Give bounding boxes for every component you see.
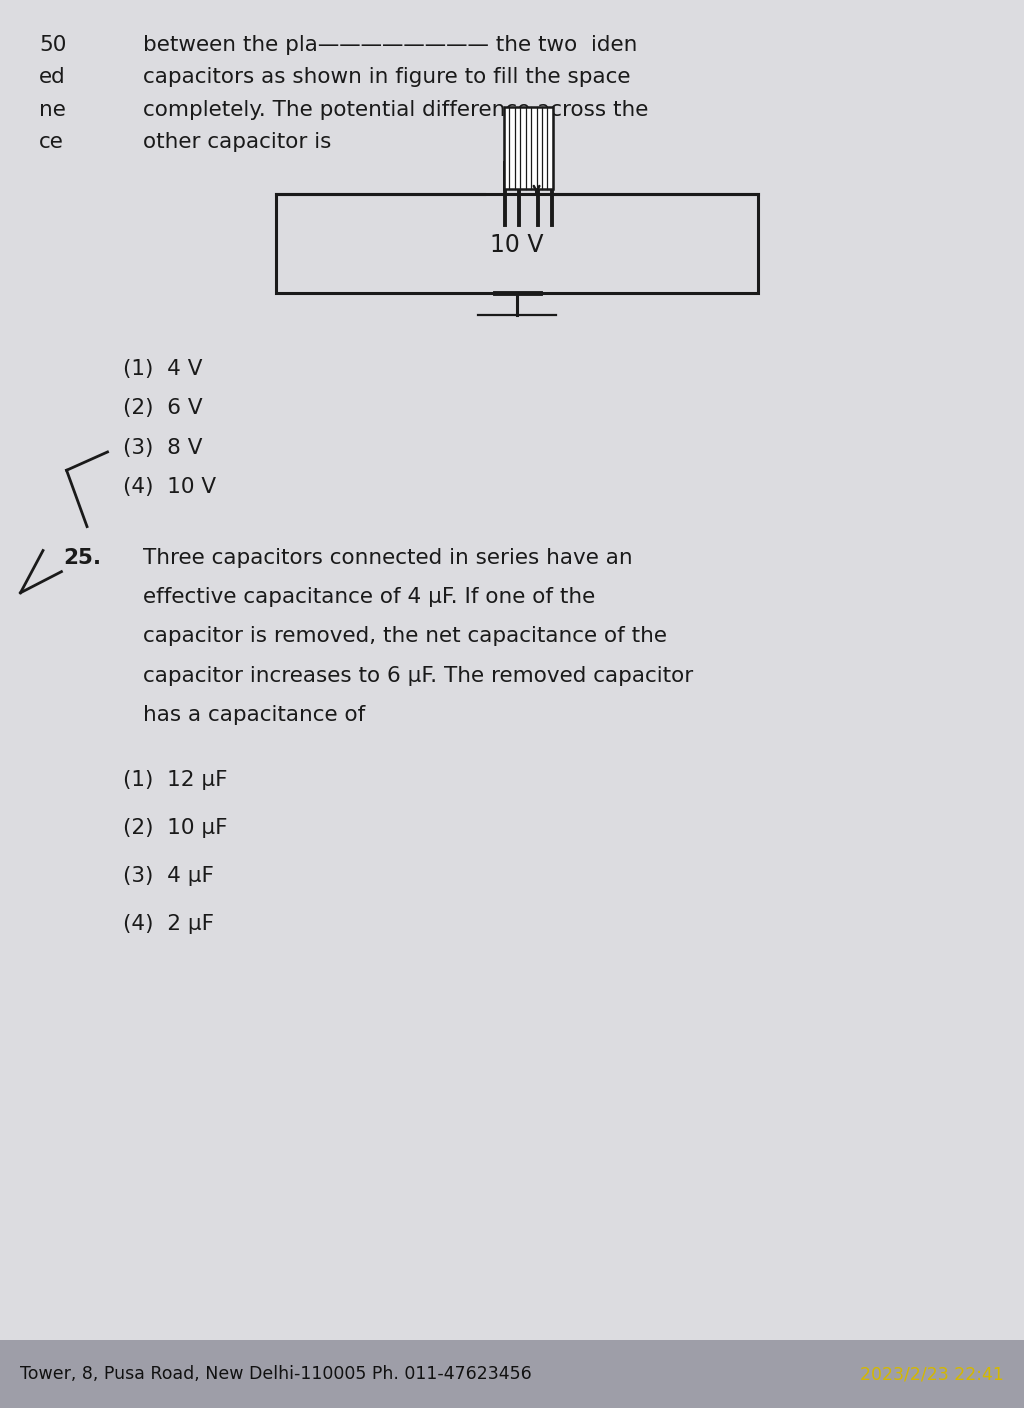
Text: (2)  10 μF: (2) 10 μF <box>123 818 227 838</box>
Text: has a capacitance of: has a capacitance of <box>143 705 366 725</box>
Text: 50: 50 <box>39 35 67 55</box>
Text: effective capacitance of 4 μF. If one of the: effective capacitance of 4 μF. If one of… <box>143 587 596 607</box>
Text: Tower, 8, Pusa Road, New Delhi-110005 Ph. 011-47623456: Tower, 8, Pusa Road, New Delhi-110005 Ph… <box>20 1366 532 1383</box>
Text: (1)  4 V: (1) 4 V <box>123 359 203 379</box>
Text: 25.: 25. <box>63 548 101 567</box>
Text: (3)  8 V: (3) 8 V <box>123 438 203 458</box>
Text: other capacitor is: other capacitor is <box>143 132 332 152</box>
Text: capacitor is removed, the net capacitance of the: capacitor is removed, the net capacitanc… <box>143 627 668 646</box>
Text: 10 V: 10 V <box>490 232 544 258</box>
Text: (4)  10 V: (4) 10 V <box>123 477 216 497</box>
Text: Three capacitors connected in series have an: Three capacitors connected in series hav… <box>143 548 633 567</box>
Text: (3)  4 μF: (3) 4 μF <box>123 866 214 886</box>
Text: ed: ed <box>39 68 66 87</box>
Bar <box>504 107 553 189</box>
Text: (4)  2 μF: (4) 2 μF <box>123 914 214 934</box>
Text: capacitors as shown in figure to fill the space: capacitors as shown in figure to fill th… <box>143 68 631 87</box>
Text: ce: ce <box>39 132 63 152</box>
Text: completely. The potential difference across the: completely. The potential difference acr… <box>143 100 649 120</box>
Text: capacitor increases to 6 μF. The removed capacitor: capacitor increases to 6 μF. The removed… <box>143 666 693 686</box>
Text: (2)  6 V: (2) 6 V <box>123 398 203 418</box>
Text: (1)  12 μF: (1) 12 μF <box>123 770 227 790</box>
Bar <box>0 1340 1024 1408</box>
Text: 2023/2/23 22:41: 2023/2/23 22:41 <box>859 1366 1004 1383</box>
Text: ne: ne <box>39 100 66 120</box>
Text: between the pla———————— the two  iden: between the pla———————— the two iden <box>143 35 638 55</box>
